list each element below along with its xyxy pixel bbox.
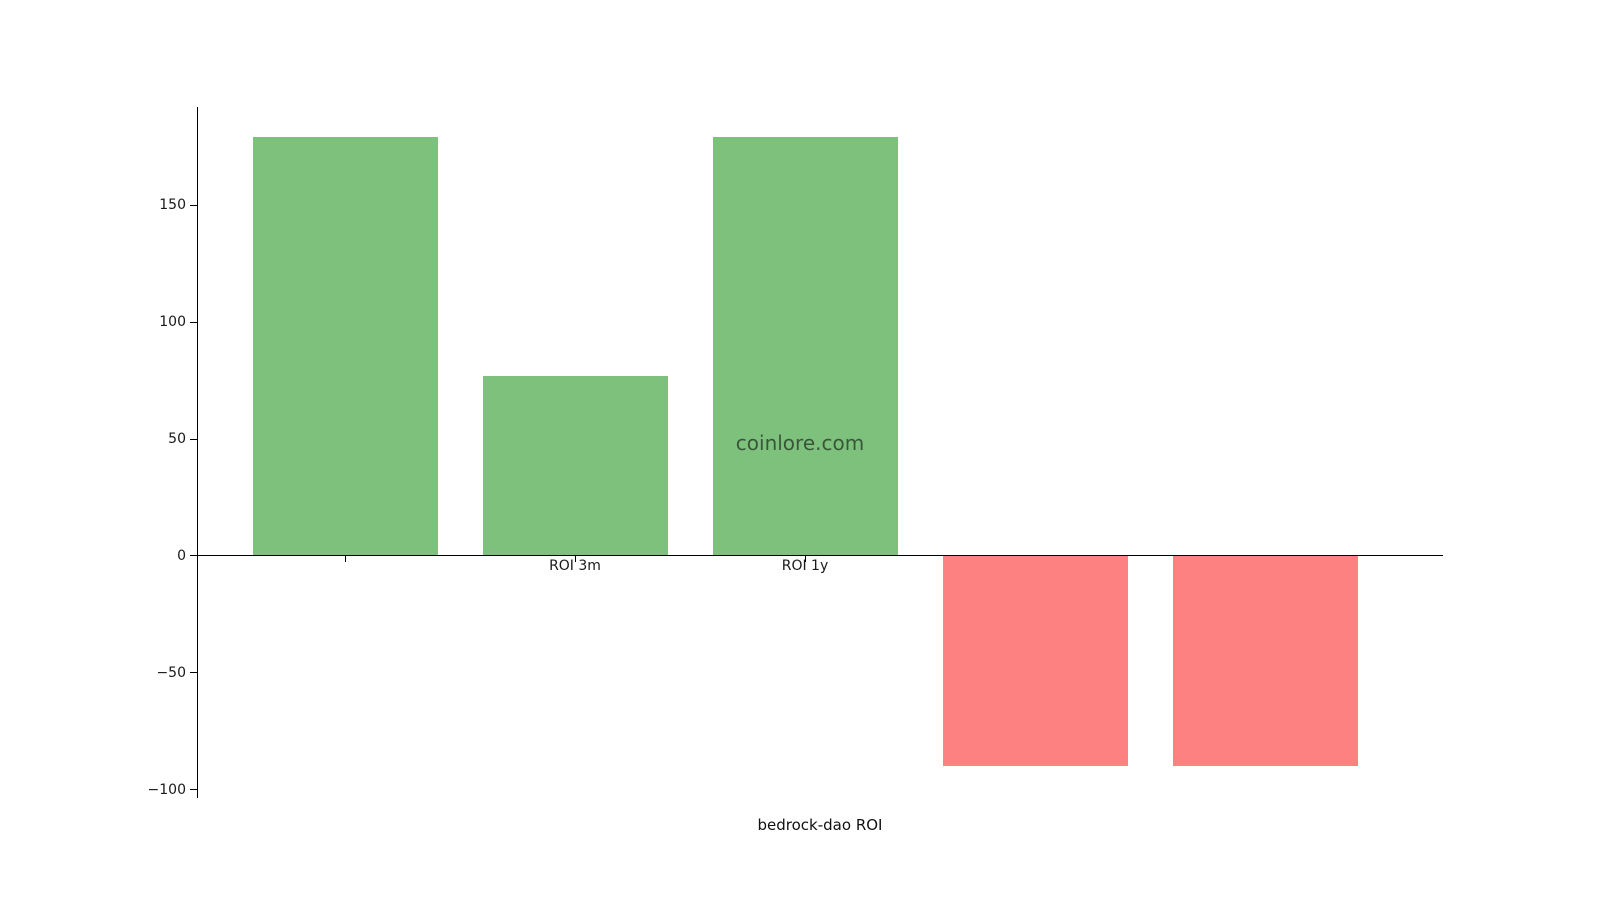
bar	[712, 136, 898, 556]
y-tick-label: 150	[159, 197, 186, 214]
x-tick-mark	[574, 555, 576, 562]
x-tick-label: ROI 3m	[549, 557, 601, 574]
y-tick-label: −50	[156, 664, 186, 681]
y-tick-label: 50	[168, 431, 186, 448]
bar	[942, 555, 1128, 767]
y-tick-label: −100	[147, 781, 186, 798]
bar	[1172, 555, 1358, 767]
y-axis-spine	[197, 107, 198, 798]
bar	[252, 137, 438, 556]
y-tick-mark	[190, 789, 197, 791]
x-axis-title: bedrock-dao ROI	[757, 816, 883, 834]
y-tick-mark	[190, 672, 197, 674]
y-tick-label: 0	[177, 547, 186, 564]
x-tick-label	[275, 557, 415, 575]
y-tick-mark	[190, 555, 197, 557]
x-tick-mark	[804, 555, 806, 562]
watermark: coinlore.com	[735, 431, 865, 455]
y-tick-mark	[190, 438, 197, 440]
y-tick-mark	[190, 204, 197, 206]
bar	[482, 375, 668, 556]
x-tick-mark	[344, 555, 346, 562]
y-tick-mark	[190, 321, 197, 323]
y-tick-label: 100	[159, 314, 186, 331]
x-tick-label: ROI 1y	[781, 557, 829, 574]
x-axis-zero-line	[198, 555, 1443, 557]
